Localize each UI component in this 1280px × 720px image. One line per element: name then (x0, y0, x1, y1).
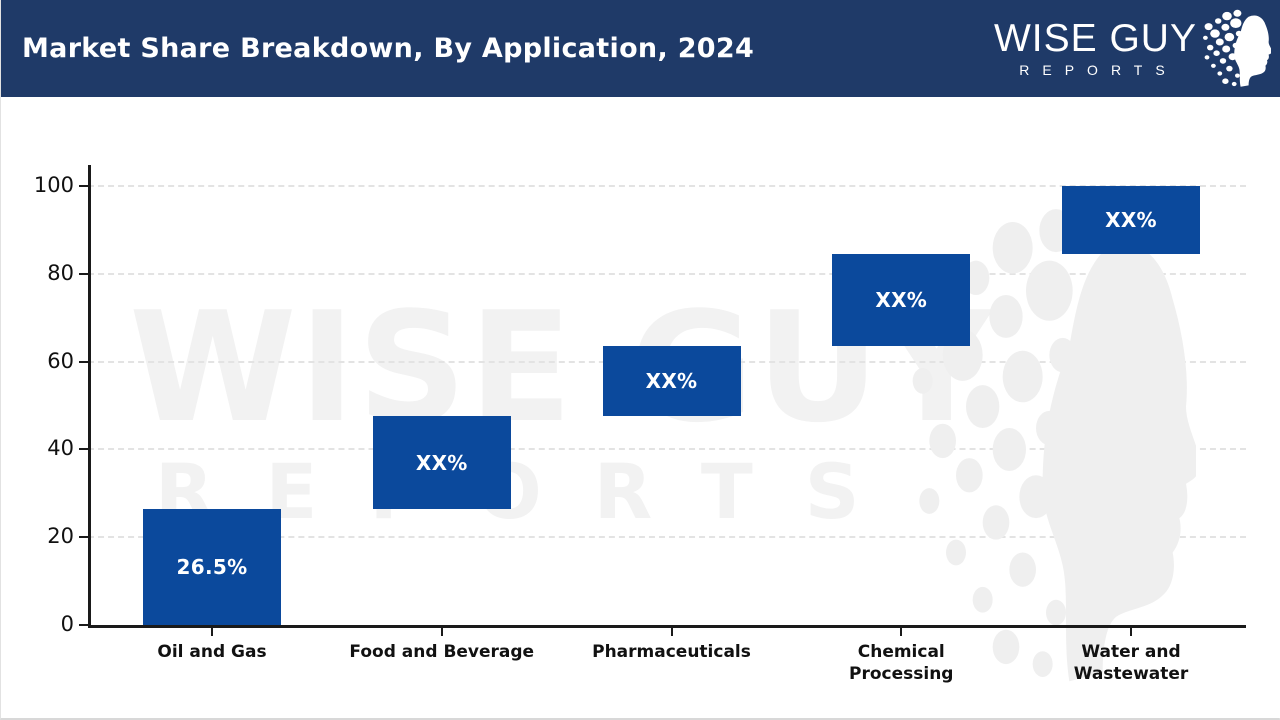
x-tick-mark-1 (440, 628, 443, 636)
y-tick-label-60: 60 (47, 348, 74, 373)
y-tick-mark-0 (79, 624, 88, 626)
x-tick-mark-4 (1130, 628, 1132, 636)
bar-oil-and-gas[interactable]: 26.5% (143, 508, 281, 625)
gridline-20 (88, 536, 1246, 539)
x-category-label-4: Water and Wastewater (1073, 642, 1189, 684)
y-tick-label-20: 20 (47, 524, 74, 549)
y-tick-label-40: 40 (47, 436, 74, 461)
bar-value-label: XX% (1105, 208, 1157, 233)
y-tick-mark-100 (79, 185, 88, 187)
gridline-40 (88, 448, 1246, 451)
x-category-label-2: Pharmaceuticals (592, 642, 751, 662)
x-category-label-1: Food and Beverage (349, 642, 535, 662)
gridline-100 (88, 185, 1246, 187)
x-tick-mark-3 (900, 628, 903, 636)
page-title: Market Share Breakdown, By Application, … (22, 33, 755, 64)
header-bar: Market Share Breakdown, By Application, … (1, 0, 1280, 97)
gridline-80 (88, 272, 1246, 275)
dotted-head-profile-icon (1199, 7, 1271, 91)
brand-name: WISE GUY (993, 17, 1197, 60)
bar-pharmaceuticals[interactable]: XX% (602, 346, 741, 417)
x-category-label-3: Chemical Processing (849, 642, 954, 684)
y-tick-mark-20 (79, 536, 88, 539)
y-axis-spine (88, 165, 91, 628)
x-tick-mark-0 (211, 628, 213, 636)
y-tick-label-0: 0 (60, 612, 74, 636)
y-tick-mark-60 (79, 360, 88, 363)
x-axis-spine (88, 625, 1246, 628)
bar-chemical-processing[interactable]: XX% (832, 254, 971, 347)
bar-value-label: XX% (875, 288, 928, 313)
bar-value-label: 26.5% (176, 554, 248, 579)
y-tick-mark-80 (79, 272, 88, 275)
x-category-label-0: Oil and Gas (157, 642, 267, 662)
brand-subname: REPORTS (1019, 62, 1178, 78)
brand-logo: WISE GUY REPORTS (994, 7, 1280, 91)
bar-value-label: XX% (415, 450, 468, 475)
bar-value-label: XX% (645, 369, 698, 394)
bar-food-and-beverage[interactable]: XX% (372, 416, 511, 509)
x-tick-mark-2 (670, 628, 673, 636)
y-tick-label-80: 80 (47, 260, 74, 285)
y-tick-mark-40 (79, 448, 88, 451)
bar-water-and-wastewater[interactable]: XX% (1062, 186, 1200, 255)
brand-logo-text: WISE GUY REPORTS (993, 17, 1197, 79)
y-tick-label-100: 100 (33, 173, 74, 197)
waterfall-chart: WISE GUY REPORTS 0 20 40 60 80 100 26.5% XX% XX%… (1, 97, 1280, 718)
